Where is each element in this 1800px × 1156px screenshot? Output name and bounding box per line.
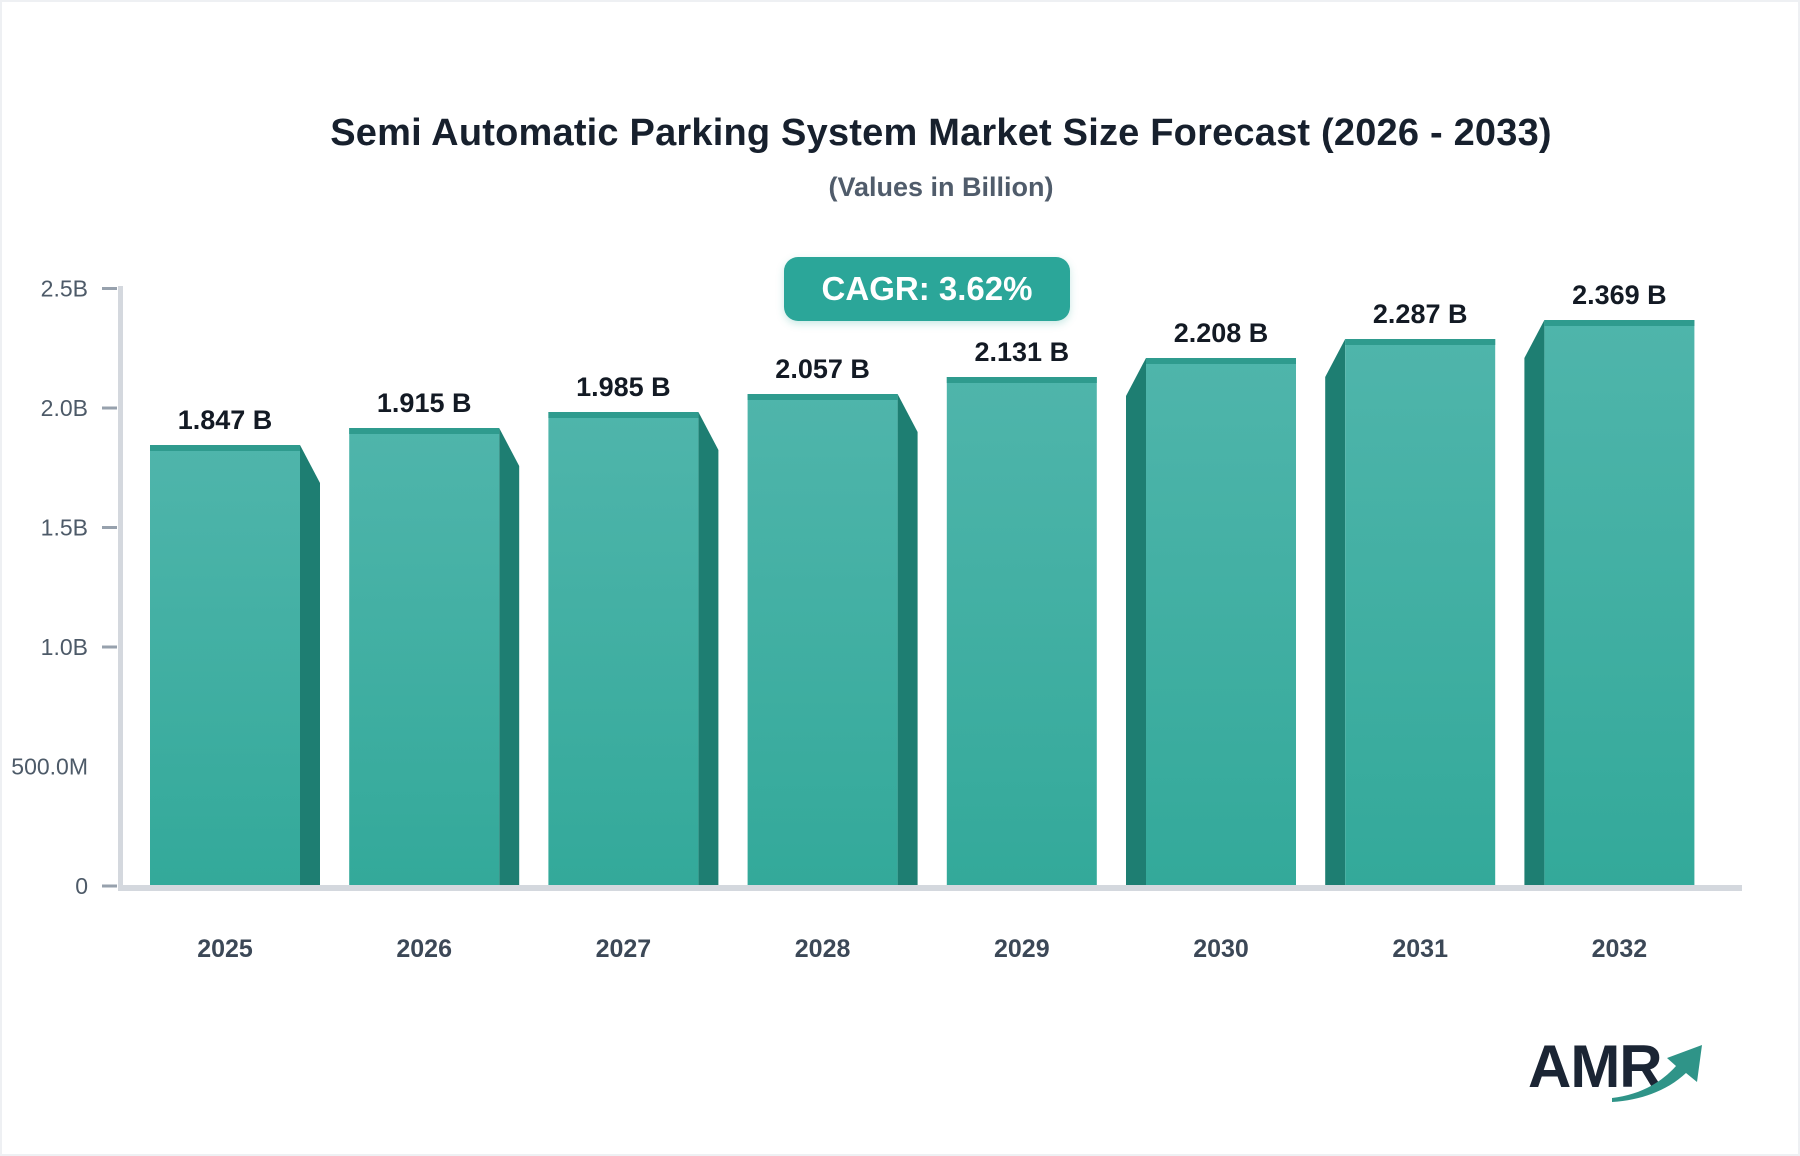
bar-2025 (150, 445, 320, 886)
bar-top-edge (1544, 320, 1695, 326)
amr-logo: AMR (1528, 1036, 1718, 1111)
x-category-label: 2027 (596, 935, 652, 963)
bar-top-edge (946, 377, 1097, 383)
bar-top-edge (349, 428, 500, 434)
x-category-label: 2032 (1592, 935, 1648, 963)
bar-top-edge (1345, 339, 1496, 345)
bar-side-face (300, 445, 320, 886)
y-tick-label: 1.5B (41, 515, 88, 541)
bar-2027 (548, 412, 719, 886)
bar-value-label: 2.287 B (1373, 299, 1468, 329)
chart-subtitle: (Values in Billion) (828, 172, 1054, 202)
cagr-badge-wrap: CAGR: 3.62% (54, 257, 1800, 321)
x-category-label: 2026 (396, 935, 452, 963)
bar-front-face (349, 428, 500, 886)
chart-title: Semi Automatic Parking System Market Siz… (330, 112, 1552, 154)
bar-value-label: 2.057 B (775, 354, 870, 384)
bar-front-face (548, 412, 699, 886)
bar-front-face (946, 377, 1097, 886)
bar-2029 (946, 377, 1097, 886)
logo-arrow-icon (1612, 1045, 1702, 1102)
y-tick-label: 500.0M (11, 754, 88, 780)
bar-top-edge (1146, 358, 1296, 364)
x-category-label: 2028 (795, 935, 851, 963)
bar-2028 (747, 394, 918, 886)
bar-side-face (499, 428, 520, 886)
bar-2031 (1325, 339, 1496, 886)
bar-top-edge (548, 412, 699, 418)
x-category-label: 2030 (1193, 935, 1249, 963)
bar-value-label: 1.847 B (178, 405, 273, 435)
y-tick-label: 0 (75, 873, 88, 899)
bar-side-face (1126, 358, 1146, 886)
y-tick-label: 2.0B (41, 395, 88, 421)
y-tick-label: 2.5B (41, 276, 88, 302)
bar-side-face (1325, 339, 1346, 886)
y-tick-label: 1.0B (41, 634, 88, 660)
x-axis-line (118, 885, 1742, 891)
bar-2030 (1126, 358, 1296, 886)
bar-value-label: 1.915 B (377, 388, 472, 418)
bar-front-face (747, 394, 898, 886)
bar-front-face (1345, 339, 1496, 886)
bar-front-face (150, 445, 300, 886)
bar-2032 (1524, 320, 1695, 886)
y-axis-line (118, 286, 123, 886)
bar-side-face (1524, 320, 1545, 886)
bar-value-label: 2.208 B (1174, 318, 1269, 348)
x-category-label: 2025 (197, 935, 253, 963)
bar-front-face (1146, 358, 1296, 886)
bar-value-label: 2.131 B (975, 337, 1070, 367)
bar-value-label: 2.369 B (1572, 280, 1667, 310)
x-category-label: 2031 (1392, 935, 1448, 963)
x-category-label: 2029 (994, 935, 1050, 963)
amr-logo-text: AMR (1528, 1033, 1663, 1100)
cagr-badge: CAGR: 3.62% (783, 257, 1071, 321)
bar-top-edge (150, 445, 300, 451)
bar-top-edge (747, 394, 898, 400)
bar-front-face (1544, 320, 1695, 886)
bar-2026 (349, 428, 520, 886)
bar-value-label: 1.985 B (576, 372, 671, 402)
bar-side-face (897, 394, 918, 886)
bar-side-face (698, 412, 719, 886)
